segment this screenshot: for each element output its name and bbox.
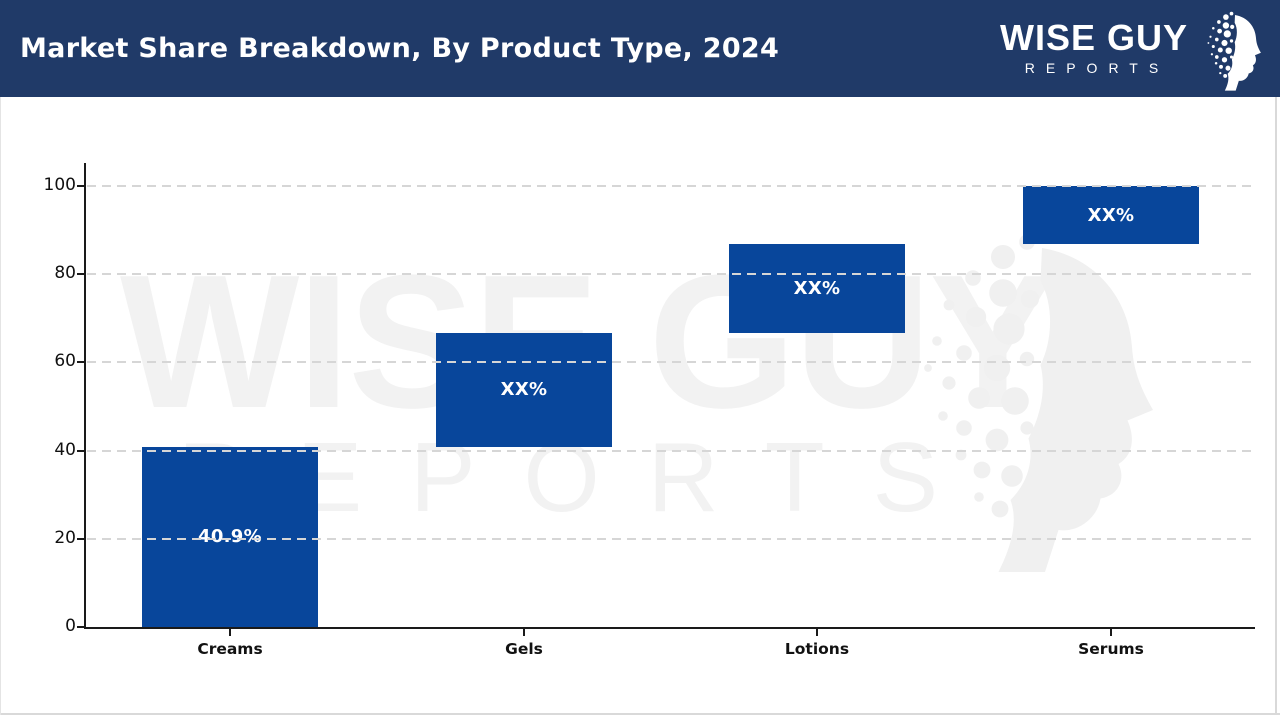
bar-value-label: XX% xyxy=(1087,204,1135,226)
chart-title: Market Share Breakdown, By Product Type,… xyxy=(20,33,780,64)
bar-value-label: 40.9% xyxy=(198,526,262,548)
x-category-label: Gels xyxy=(505,640,543,658)
x-category-label: Creams xyxy=(197,640,263,658)
x-tick xyxy=(1110,628,1112,636)
bar-creams: 40.9% xyxy=(142,446,318,627)
header-bar: Market Share Breakdown, By Product Type,… xyxy=(0,0,1280,97)
y-tick-label: 0 xyxy=(65,616,76,636)
y-axis-line xyxy=(84,163,87,629)
y-tick-label: 40 xyxy=(54,439,76,460)
bar-value-label: XX% xyxy=(500,379,548,401)
y-tick xyxy=(77,537,86,540)
y-tick-label: 80 xyxy=(54,263,76,284)
y-tick-label: 100 xyxy=(43,175,76,195)
logo-subtext: REPORTS xyxy=(1024,60,1170,76)
bar-serums: XX% xyxy=(1023,186,1199,245)
y-tick-label: 60 xyxy=(54,351,76,372)
gridline xyxy=(87,185,1253,187)
y-tick xyxy=(77,273,86,276)
y-tick-label: 20 xyxy=(54,527,76,548)
gridline xyxy=(87,361,1253,364)
gridline xyxy=(87,449,1253,452)
x-category-label: Lotions xyxy=(784,640,850,658)
figure-bottom-border xyxy=(0,713,1280,715)
y-tick xyxy=(77,185,86,187)
y-tick xyxy=(77,449,86,452)
wiseguy-logo: WISE GUY REPORTS xyxy=(1000,6,1266,94)
watermark-head-icon xyxy=(924,234,1153,572)
x-axis-line xyxy=(84,626,1255,629)
figure-left-border xyxy=(0,97,1,715)
wiseguy-head-icon xyxy=(1207,11,1261,91)
bar-value-label: XX% xyxy=(793,278,841,300)
x-category-label: Serums xyxy=(1078,640,1144,658)
x-tick xyxy=(229,628,231,636)
gridline xyxy=(87,273,1253,276)
y-tick xyxy=(77,361,86,364)
x-tick xyxy=(523,628,525,636)
gridline xyxy=(87,537,1253,540)
figure-right-border xyxy=(1275,97,1277,715)
y-tick xyxy=(77,626,86,628)
logo-wordmark: WISE GUY xyxy=(999,17,1188,58)
bar-lotions: XX% xyxy=(729,244,905,334)
bar-gels: XX% xyxy=(436,333,612,447)
x-tick xyxy=(816,628,818,636)
